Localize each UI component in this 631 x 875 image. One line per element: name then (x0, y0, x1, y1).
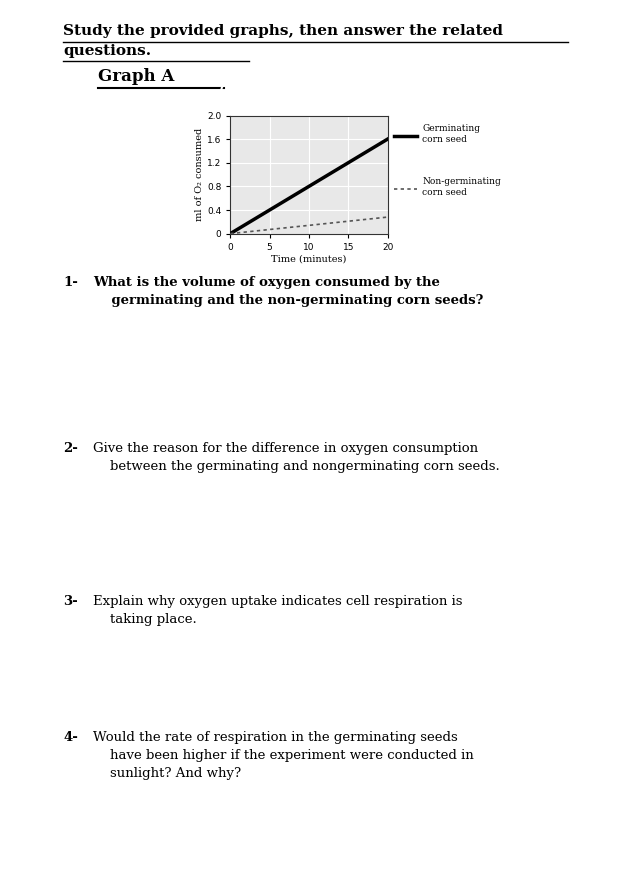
Text: questions.: questions. (63, 44, 151, 58)
X-axis label: Time (minutes): Time (minutes) (271, 255, 346, 263)
Text: Would the rate of respiration in the germinating seeds
    have been higher if t: Would the rate of respiration in the ger… (93, 731, 474, 780)
Text: Explain why oxygen uptake indicates cell respiration is
    taking place.: Explain why oxygen uptake indicates cell… (93, 595, 463, 626)
Text: 1-: 1- (63, 276, 78, 289)
Text: What is the volume of oxygen consumed by the
    germinating and the non-germina: What is the volume of oxygen consumed by… (93, 276, 484, 306)
Text: 3-: 3- (63, 595, 78, 608)
Y-axis label: ml of O₂ consumed: ml of O₂ consumed (195, 128, 204, 221)
Text: Cellular Respiration in Corn Seeds: Cellular Respiration in Corn Seeds (220, 85, 433, 94)
Text: 2-: 2- (63, 442, 78, 455)
Text: Non-germinating
corn seed: Non-germinating corn seed (422, 177, 501, 197)
Text: Study the provided graphs, then answer the related: Study the provided graphs, then answer t… (63, 24, 503, 38)
Text: Give the reason for the difference in oxygen consumption
    between the germina: Give the reason for the difference in ox… (93, 442, 500, 472)
Text: Germinating
corn seed: Germinating corn seed (422, 124, 480, 144)
Text: Graph A: Graph A (98, 68, 174, 85)
Text: 4-: 4- (63, 731, 78, 744)
